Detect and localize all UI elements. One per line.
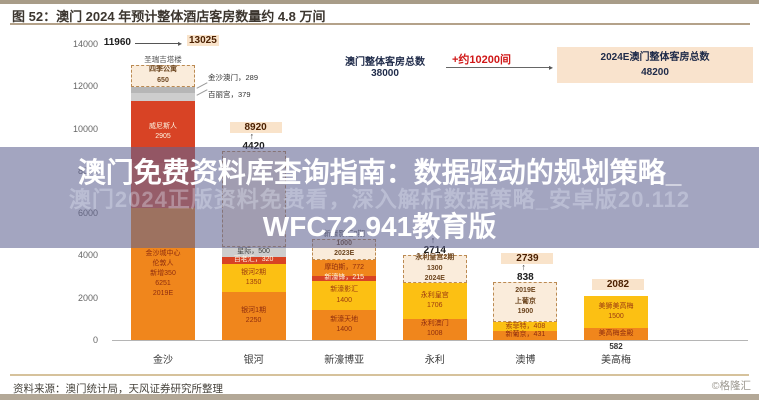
arrow-up-icon: ↑: [521, 262, 526, 273]
category-label: 美高梅: [601, 355, 631, 366]
bar-segment: 索菲特，408: [493, 322, 558, 331]
watermark-band: [0, 147, 759, 248]
current-total-value: 38000: [371, 68, 399, 79]
bar-segment: 永利皇宫 1706: [402, 282, 467, 319]
category-label: 澳博: [515, 355, 536, 366]
planned-addition-box: 2019E 上葡京 1900: [493, 282, 558, 323]
current-total-label: 澳门整体客房总数: [345, 57, 425, 68]
future-total: 13025: [187, 35, 219, 46]
watermark-faded-text: 澳门2024正版资料免费看，深入解析数据策略_安卓版20.112: [68, 187, 691, 212]
future-total: 8920: [229, 122, 282, 134]
segment-callout: 百丽宫，379: [208, 90, 251, 100]
x-axis-line: [112, 340, 748, 341]
callout-line: [196, 82, 208, 89]
category-label: 金沙: [153, 355, 173, 366]
category-label: 银河: [243, 355, 264, 366]
watermark-title-line1: 澳门免费资料库查询指南：数据驱动的规划策略_: [77, 157, 682, 188]
segment-callout: 金沙澳门，289: [208, 73, 259, 83]
category-label: 永利: [424, 355, 445, 366]
stacked-bar-chart: 澳门整体客房总数 38000 ▸ +约10200间 2024E澳门整体客房总数 …: [72, 35, 753, 366]
planned-addition-box: 四季公寓 650: [131, 64, 195, 88]
future-total-label: 2024E澳门整体客房总数: [600, 51, 710, 63]
future-total: 2739: [501, 253, 554, 265]
bar-segment: 百老汇，320: [221, 256, 286, 264]
y-axis-tick: 14000: [72, 39, 98, 50]
title-underline: [10, 23, 750, 25]
footer-divider: [10, 374, 749, 376]
future-total: 2082: [592, 278, 644, 290]
bar-segment: 新葡京，431: [493, 330, 558, 340]
bar-segment: 摩珀斯，772: [312, 259, 377, 277]
arrow-up-icon: ↑: [249, 131, 255, 142]
top-border-strip: [0, 0, 759, 4]
bar-top-label: 圣瑞吉塔楼: [144, 54, 182, 64]
current-total: 2714: [423, 245, 446, 257]
bottom-border-strip: [0, 394, 759, 400]
y-axis-tick: 12000: [72, 81, 98, 92]
arrow-line: [135, 43, 179, 44]
bar-segment: 美高梅金殿: [584, 327, 648, 340]
gelonghui-watermark: ©格隆汇: [711, 380, 751, 392]
current-total: 11960: [103, 37, 131, 48]
bar-segment: 星际，500: [221, 246, 286, 258]
y-axis-tick: 4000: [77, 250, 98, 261]
current-total: 838: [517, 272, 534, 284]
bar-segment: 新濠天地 1400: [312, 310, 377, 340]
category-label: 新濠博亚: [324, 355, 365, 366]
figure-title: 图 52：澳门 2024 年预计整体酒店客房数量约 4.8 万间: [12, 9, 326, 24]
increase-arrow-line: [446, 67, 550, 68]
arrow-right-icon: ▸: [549, 63, 554, 72]
y-axis-tick: 0: [92, 335, 98, 345]
future-total-box: 2024E澳门整体客房总数 48200: [557, 47, 753, 83]
y-axis-tick: 2000: [77, 292, 98, 303]
watermark-title-line2: WFC72.941教育版: [262, 211, 497, 242]
bar-segment: [131, 93, 195, 102]
arrow-right-icon: ▸: [178, 39, 183, 48]
future-total-value: 48200: [641, 67, 669, 78]
bar-segment: 美狮美高梅 1500: [584, 295, 648, 328]
bar-below-value: 582: [609, 342, 623, 351]
current-total: 4420: [230, 141, 278, 152]
bar-segment: 新濠锋，215: [312, 274, 377, 281]
planned-addition-box: 永利皇宫2期 1300 2024E: [402, 254, 467, 283]
increase-amount: +约10200间: [452, 54, 512, 66]
bar-segment: 银河2期 1350: [221, 263, 286, 293]
source-note: 资料来源：澳门统计局，天风证券研究所整理: [13, 383, 223, 395]
bar-segment: [131, 87, 195, 94]
bar-segment: 新濠影汇 1400: [312, 280, 377, 311]
callout-line: [196, 89, 208, 97]
bar-segment: 永利澳门 1008: [402, 318, 467, 340]
y-axis-tick: 10000: [72, 123, 98, 134]
bar-segment: 银河1期 2250: [221, 292, 286, 340]
